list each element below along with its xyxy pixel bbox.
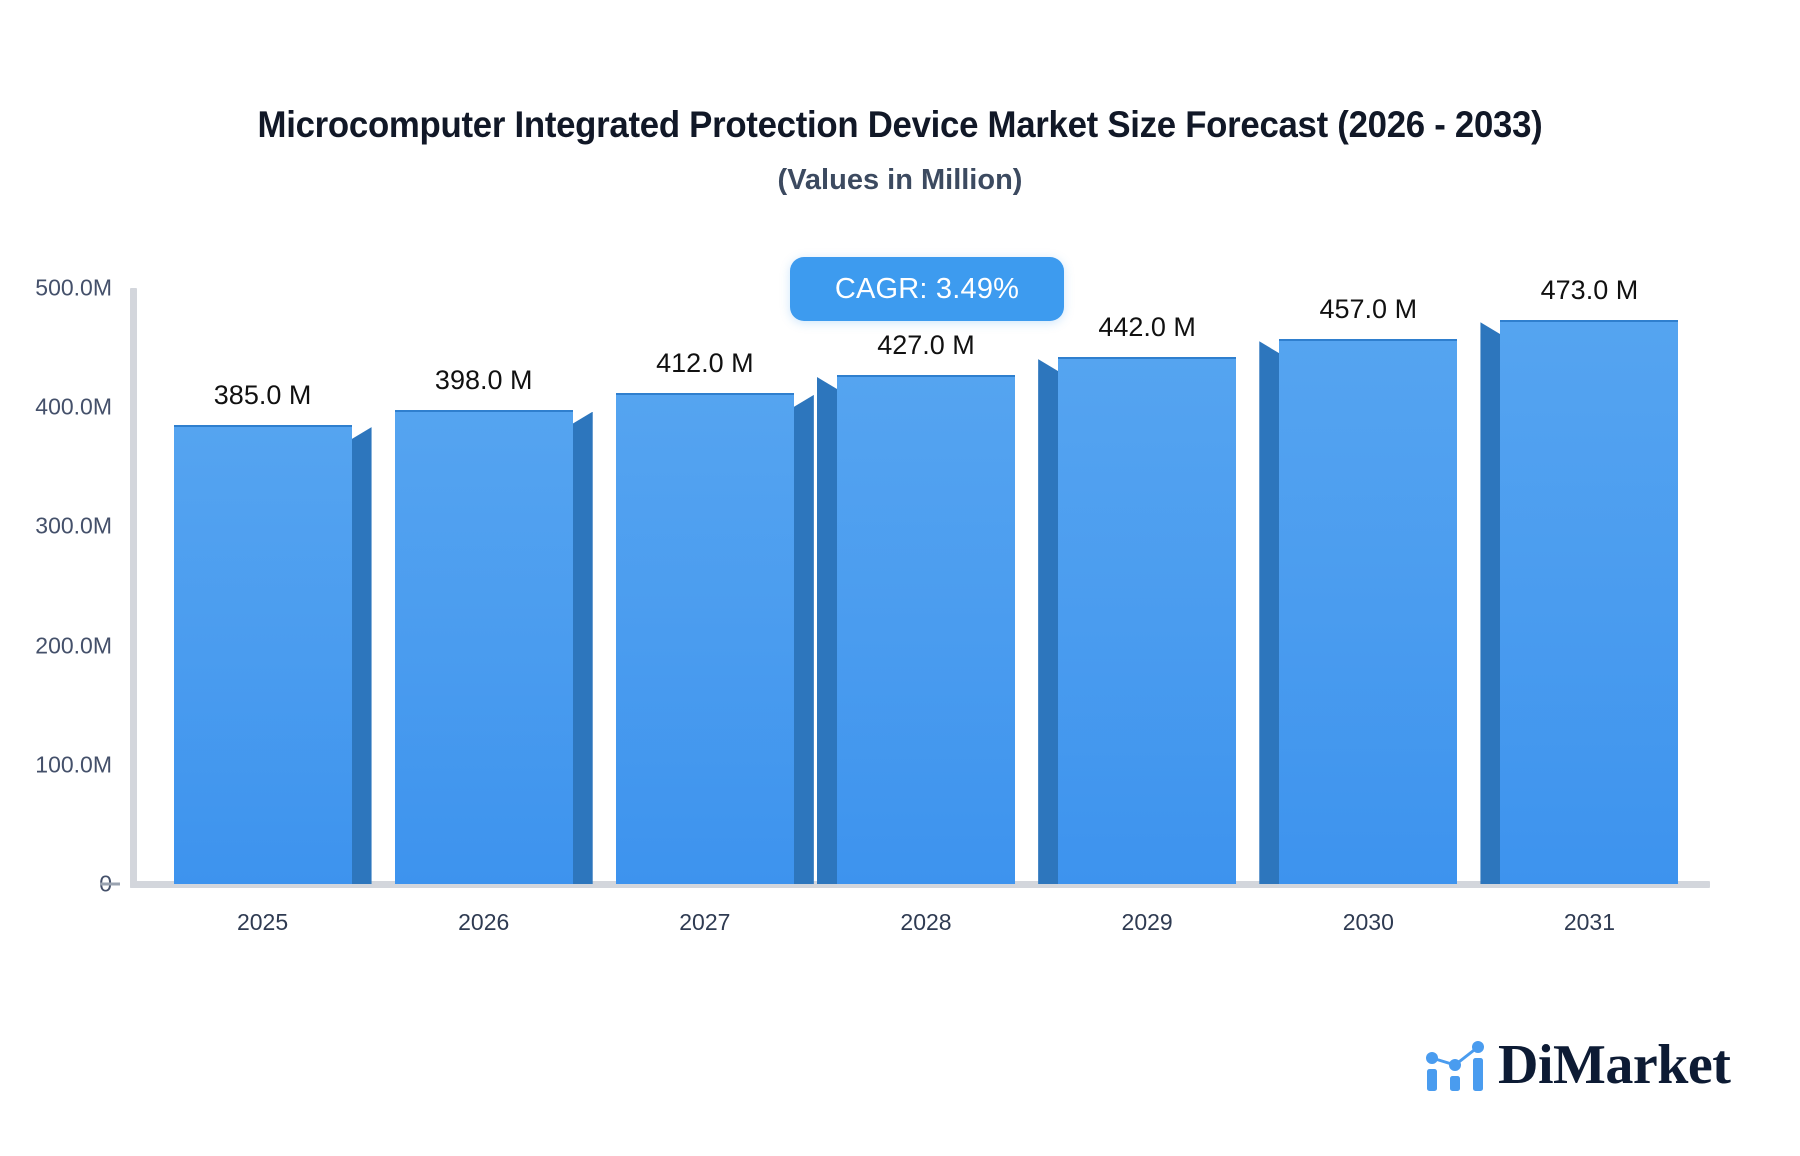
y-axis-line xyxy=(130,288,137,888)
x-axis-label-2025: 2025 xyxy=(236,909,289,935)
bar-chart-logo-icon xyxy=(1426,1041,1484,1091)
bar-value-label: 385.0 M xyxy=(213,380,312,411)
bar-face xyxy=(1500,320,1679,884)
bar-2031[interactable]: 473.0 M xyxy=(1480,275,1679,884)
x-axis-label-2029: 2029 xyxy=(1121,909,1173,935)
bar-2027[interactable]: 412.0 M xyxy=(615,348,814,884)
x-axis-label-2030: 2030 xyxy=(1342,909,1394,935)
x-axis-label-2027: 2027 xyxy=(679,909,731,935)
bar-value-label: 398.0 M xyxy=(434,364,533,395)
bar-value-label: 412.0 M xyxy=(656,347,754,378)
y-axis-tick-label: 500.0M xyxy=(35,274,112,301)
bar-2028[interactable]: 427.0 M xyxy=(817,330,1015,884)
bar-depth-shadow xyxy=(1480,322,1501,884)
y-axis-tick-label: 300.0M xyxy=(35,512,112,539)
bar-value-label: 457.0 M xyxy=(1319,294,1418,325)
bar-2029[interactable]: 442.0 M xyxy=(1038,312,1237,884)
bar-value-label: 427.0 M xyxy=(877,330,975,361)
bar-depth-shadow xyxy=(793,394,814,884)
bar-value-label: 473.0 M xyxy=(1540,275,1639,306)
bar-depth-shadow xyxy=(351,427,372,884)
bar-face xyxy=(1058,357,1237,884)
bar-face xyxy=(394,409,573,884)
bar-2025[interactable]: 385.0 M xyxy=(173,380,372,884)
x-axis-label-2026: 2026 xyxy=(458,909,510,935)
x-axis-label-2031: 2031 xyxy=(1563,909,1616,935)
bar-face xyxy=(173,425,352,884)
x-axis-line xyxy=(130,881,1710,888)
y-axis-tick-label: 200.0M xyxy=(35,632,112,659)
bar-face xyxy=(1279,339,1458,884)
cagr-badge: CAGR: 3.49% xyxy=(790,257,1064,321)
logo-wordmark: DiMarket xyxy=(1498,1033,1731,1096)
chart-title: Microcomputer Integrated Protection Devi… xyxy=(257,104,1543,145)
bar-2030[interactable]: 457.0 M xyxy=(1259,294,1458,884)
x-axis-label-2028: 2028 xyxy=(900,909,952,935)
y-axis-tick-label: 400.0M xyxy=(35,393,112,420)
bar-value-label: 442.0 M xyxy=(1098,312,1196,343)
y-axis-tick-label: 100.0M xyxy=(35,751,112,778)
dimarket-logo: DiMarket xyxy=(1424,1033,1731,1096)
bar-depth-shadow xyxy=(1038,359,1059,884)
bar-depth-shadow xyxy=(1259,341,1280,884)
bar-depth-shadow xyxy=(817,377,837,884)
bar-face xyxy=(837,375,1015,884)
bar-2026[interactable]: 398.0 M xyxy=(394,365,593,884)
bar-face xyxy=(615,392,794,884)
bar-depth-shadow xyxy=(572,411,593,884)
y-axis-tick-mark xyxy=(100,882,120,886)
cagr-badge-label: CAGR: 3.49% xyxy=(834,272,1020,305)
chart-subtitle: (Values in Million) xyxy=(777,164,1023,196)
